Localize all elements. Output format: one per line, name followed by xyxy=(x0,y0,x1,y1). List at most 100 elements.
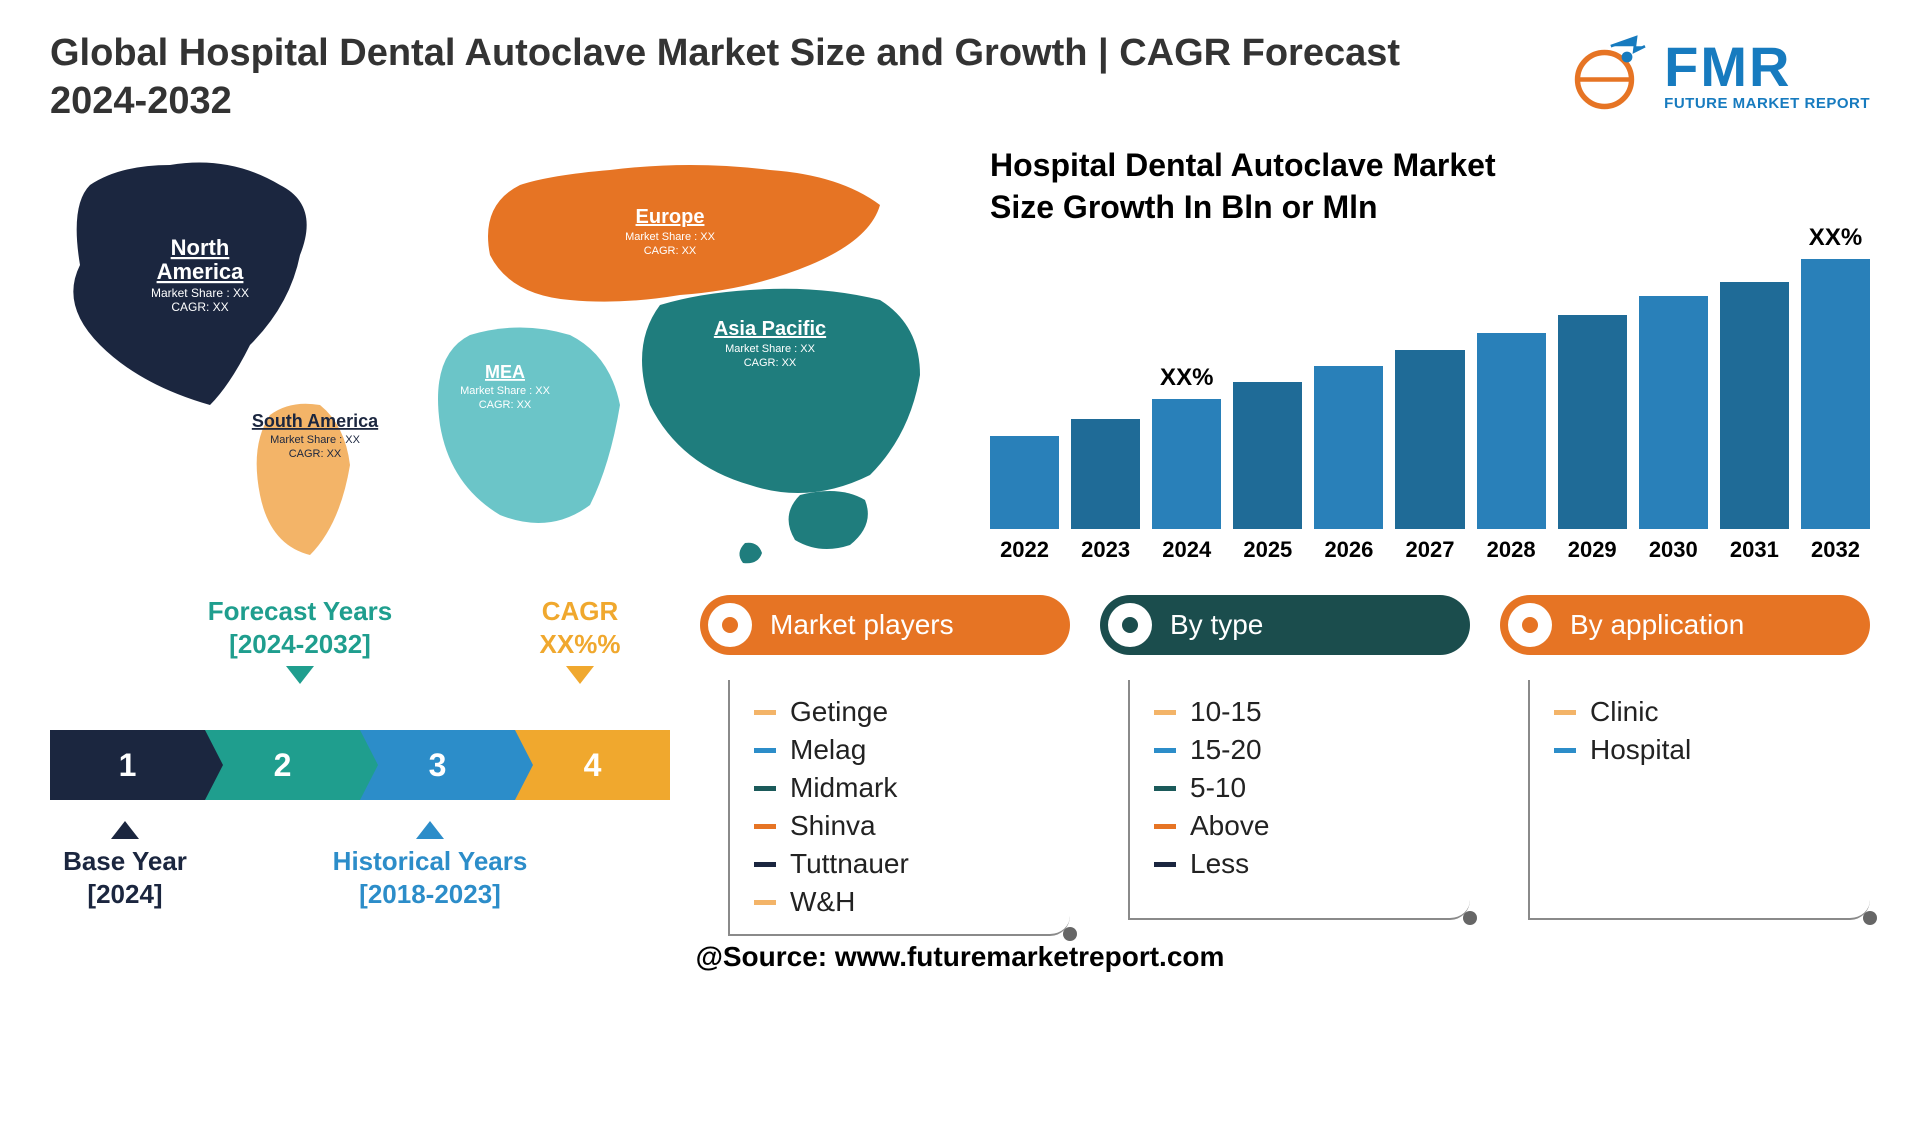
header: Global Hospital Dental Autoclave Market … xyxy=(50,30,1870,125)
list-item: Midmark xyxy=(754,772,1050,804)
pill-header: By type xyxy=(1100,595,1470,655)
timeline: Forecast Years [2024-2032] CAGR XX%% 123… xyxy=(50,595,670,935)
chevron-down-icon xyxy=(286,666,314,684)
dash-icon xyxy=(1554,710,1576,715)
svg-text:Market Share : XX: Market Share : XX xyxy=(270,434,361,446)
list-item: Melag xyxy=(754,734,1050,766)
bar-annotation: XX% xyxy=(1160,364,1213,392)
bar: XX% xyxy=(1801,259,1870,530)
chart-title: Hospital Dental Autoclave Market Size Gr… xyxy=(990,145,1510,228)
timeline-label-base: Base Year [2024] xyxy=(40,815,210,910)
timeline-label-forecast: Forecast Years [2024-2032] xyxy=(190,595,410,690)
source-line: @Source: www.futuremarketreport.com xyxy=(50,941,1870,973)
dash-icon xyxy=(754,748,776,753)
bar xyxy=(1071,419,1140,529)
timeline-segment: 1 xyxy=(50,730,205,800)
pill-list: GetingeMelagMidmarkShinvaTuttnauerW&H xyxy=(728,680,1070,936)
bar-year-label: 2027 xyxy=(1406,537,1455,563)
circle-icon xyxy=(1108,603,1152,647)
list-item: 5-10 xyxy=(1154,772,1450,804)
svg-text:MEA: MEA xyxy=(485,362,525,382)
svg-text:CAGR: XX: CAGR: XX xyxy=(171,300,228,314)
bar-chart: 20222023XX%20242025202620272028202920302… xyxy=(990,243,1870,563)
pill-section: Market playersGetingeMelagMidmarkShinvaT… xyxy=(700,595,1870,936)
svg-text:Market Share : XX: Market Share : XX xyxy=(151,286,249,300)
bar-group: 2030 xyxy=(1639,296,1708,563)
svg-text:Asia Pacific: Asia Pacific xyxy=(714,318,826,340)
pill-column: Market playersGetingeMelagMidmarkShinvaT… xyxy=(700,595,1070,936)
list-item: Above xyxy=(1154,810,1450,842)
bar-group: XX% 2024 xyxy=(1152,399,1221,564)
timeline-segment: 2 xyxy=(205,730,360,800)
bar-group: 2031 xyxy=(1720,282,1789,563)
bar xyxy=(1477,333,1546,529)
dash-icon xyxy=(754,900,776,905)
bar-group: 2023 xyxy=(1071,419,1140,563)
bar-year-label: 2032 xyxy=(1811,537,1860,563)
list-item-label: Clinic xyxy=(1590,696,1658,728)
bar-group: 2027 xyxy=(1395,350,1464,563)
dash-icon xyxy=(1154,748,1176,753)
chevron-up-icon xyxy=(416,821,444,839)
world-map: North America Market Share : XX CAGR: XX… xyxy=(50,145,950,565)
timeline-segment: 4 xyxy=(515,730,670,800)
bar-year-label: 2025 xyxy=(1243,537,1292,563)
dash-icon xyxy=(754,710,776,715)
bottom-row: Forecast Years [2024-2032] CAGR XX%% 123… xyxy=(50,595,1870,936)
bar xyxy=(1395,350,1464,529)
svg-text:Market Share : XX: Market Share : XX xyxy=(725,343,816,355)
logo-sub: FUTURE MARKET REPORT xyxy=(1664,95,1870,112)
bar-year-label: 2024 xyxy=(1162,537,1211,563)
pill-header-label: By application xyxy=(1570,609,1744,641)
bar: XX% xyxy=(1152,399,1221,530)
logo-text: FMR FUTURE MARKET REPORT xyxy=(1664,39,1870,112)
timeline-segment: 3 xyxy=(360,730,515,800)
bar-year-label: 2030 xyxy=(1649,537,1698,563)
list-item: Less xyxy=(1154,848,1450,880)
list-item: 10-15 xyxy=(1154,696,1450,728)
pill-header-label: By type xyxy=(1170,609,1263,641)
svg-text:CAGR: XX: CAGR: XX xyxy=(479,399,532,411)
list-item-label: Less xyxy=(1190,848,1249,880)
list-item: Hospital xyxy=(1554,734,1850,766)
bar-group: 2022 xyxy=(990,436,1059,563)
dash-icon xyxy=(754,862,776,867)
timeline-label-cagr: CAGR XX%% xyxy=(510,595,650,690)
bar-year-label: 2031 xyxy=(1730,537,1779,563)
map-svg: North America Market Share : XX CAGR: XX… xyxy=(50,145,950,565)
pill-list: Clinic Hospital xyxy=(1528,680,1870,920)
dash-icon xyxy=(754,824,776,829)
svg-text:North: North xyxy=(171,235,230,260)
list-item-label: Hospital xyxy=(1590,734,1691,766)
dash-icon xyxy=(1154,786,1176,791)
bar xyxy=(990,436,1059,529)
dash-icon xyxy=(754,786,776,791)
bar xyxy=(1558,315,1627,530)
list-item: Clinic xyxy=(1554,696,1850,728)
chevron-up-icon xyxy=(111,821,139,839)
svg-text:Europe: Europe xyxy=(636,206,705,228)
timeline-label-historical: Historical Years [2018-2023] xyxy=(310,815,550,910)
svg-text:CAGR: XX: CAGR: XX xyxy=(289,448,342,460)
logo-main: FMR xyxy=(1664,39,1870,95)
svg-text:South America: South America xyxy=(252,411,379,431)
bar xyxy=(1314,366,1383,529)
list-item: 15-20 xyxy=(1154,734,1450,766)
circle-icon xyxy=(1508,603,1552,647)
top-row: North America Market Share : XX CAGR: XX… xyxy=(50,145,1870,565)
bar xyxy=(1720,282,1789,529)
svg-text:Market Share : XX: Market Share : XX xyxy=(625,231,716,243)
pill-header: By application xyxy=(1500,595,1870,655)
bar-group: 2026 xyxy=(1314,366,1383,563)
svg-text:CAGR: XX: CAGR: XX xyxy=(644,245,697,257)
list-item: Tuttnauer xyxy=(754,848,1050,880)
pill-column: By type 10-15 15-20 5-10 Above Less xyxy=(1100,595,1470,936)
bar-group: 2029 xyxy=(1558,315,1627,564)
bar-annotation: XX% xyxy=(1809,224,1862,252)
logo: FMR FUTURE MARKET REPORT xyxy=(1564,30,1870,120)
list-item-label: Getinge xyxy=(790,696,888,728)
list-item: Getinge xyxy=(754,696,1050,728)
svg-text:CAGR: XX: CAGR: XX xyxy=(744,357,797,369)
chevron-down-icon xyxy=(566,666,594,684)
dash-icon xyxy=(1154,824,1176,829)
